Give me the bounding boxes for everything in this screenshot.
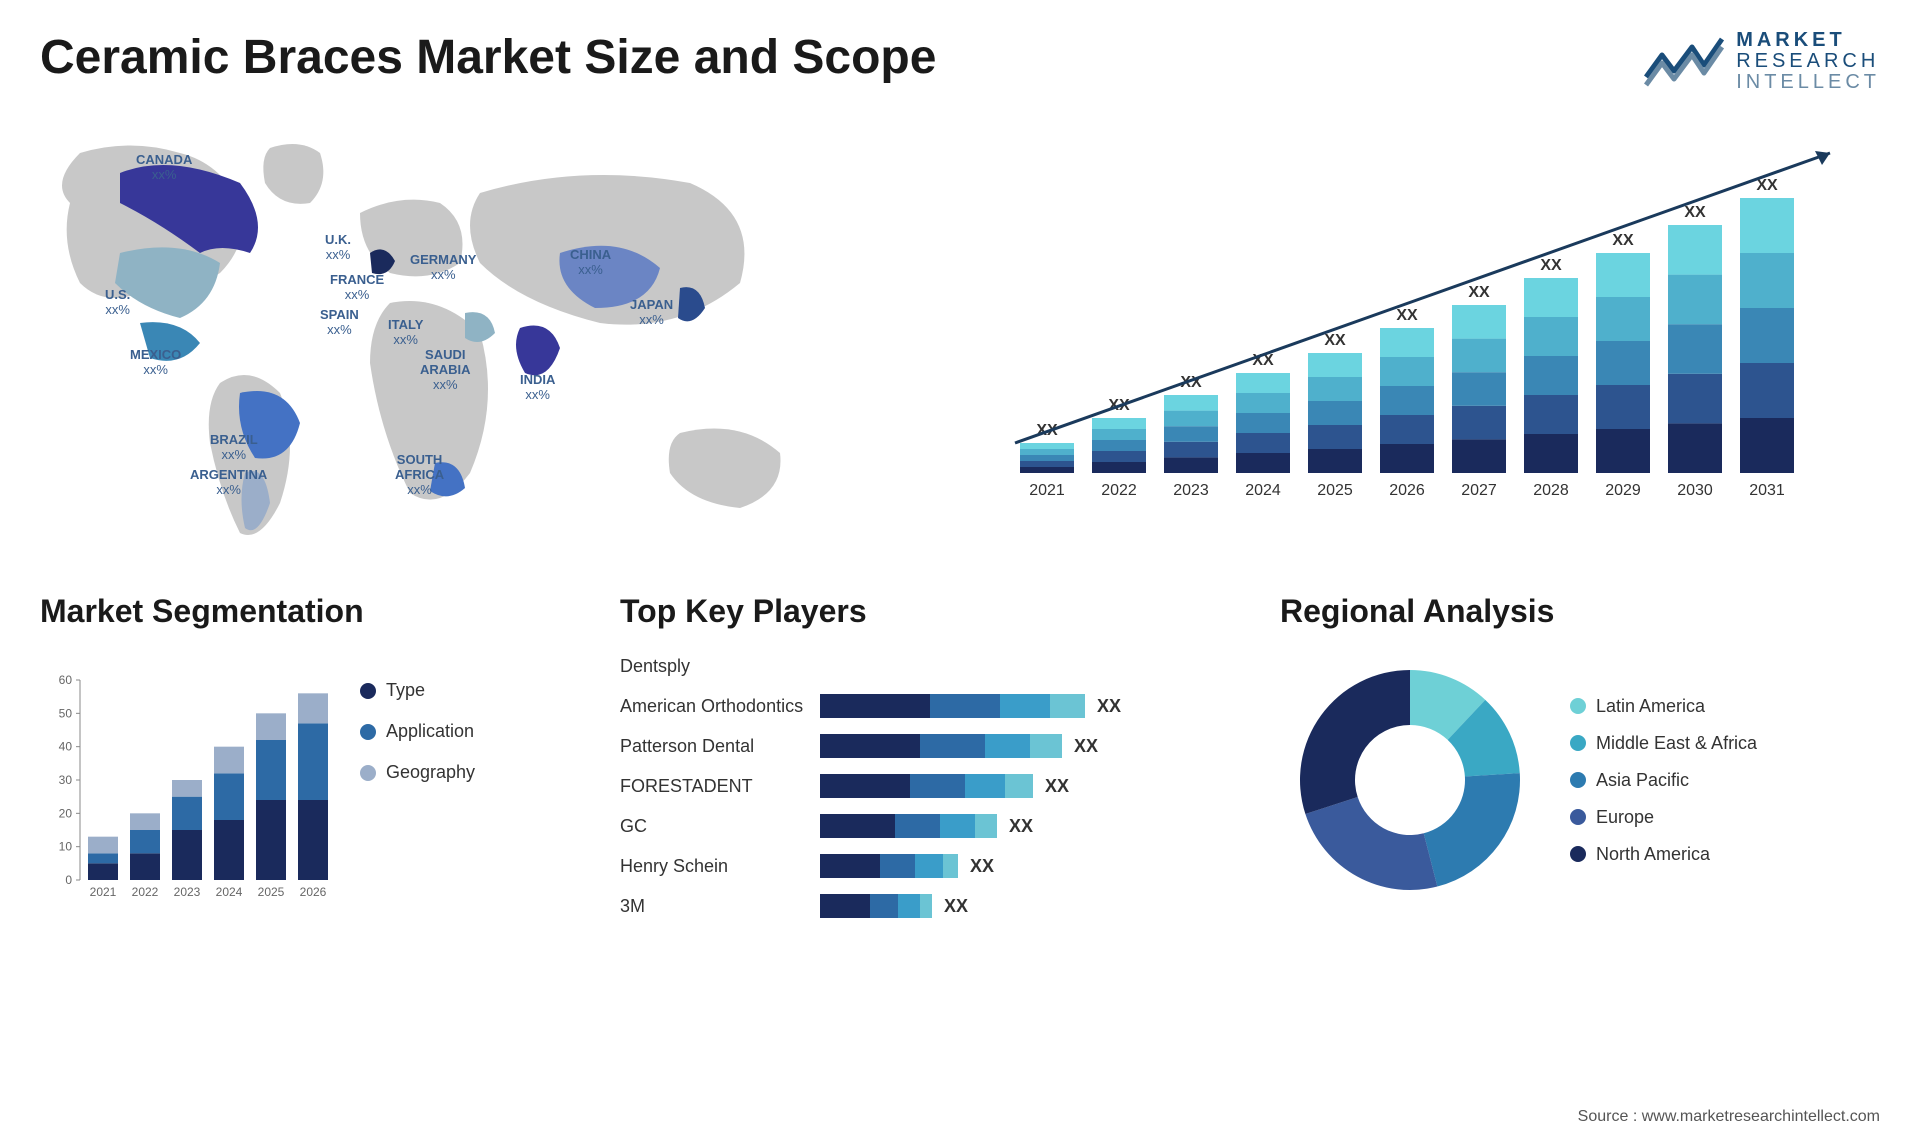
logo-line3: INTELLECT: [1736, 72, 1880, 93]
svg-text:2022: 2022: [132, 885, 159, 899]
map-label-france: FRANCExx%: [330, 273, 384, 303]
svg-text:2025: 2025: [258, 885, 285, 899]
regional-legend: Latin America Middle East & Africa Asia Pa…: [1570, 696, 1757, 865]
map-label-germany: GERMANYxx%: [410, 253, 476, 283]
map-label-india: INDIAxx%: [520, 373, 555, 403]
player-row: FORESTADENT XX: [620, 770, 1240, 802]
svg-text:XX: XX: [1324, 332, 1346, 349]
svg-text:2031: 2031: [1749, 482, 1785, 499]
map-label-brazil: BRAZILxx%: [210, 433, 258, 463]
region-legend-item: Latin America: [1570, 696, 1757, 717]
svg-text:2021: 2021: [1029, 482, 1065, 499]
player-row: Dentsply: [620, 650, 1240, 682]
seg-legend-geography: Geography: [360, 762, 475, 783]
svg-text:2026: 2026: [1389, 482, 1425, 499]
svg-text:2023: 2023: [1173, 482, 1209, 499]
svg-text:40: 40: [59, 740, 73, 754]
player-value: XX: [1074, 736, 1098, 757]
map-label-italy: ITALYxx%: [388, 318, 423, 348]
players-chart: DentsplyAmerican OrthodonticsXXPatterson…: [620, 650, 1240, 922]
player-name: American Orthodontics: [620, 696, 820, 717]
player-row: Henry Schein XX: [620, 850, 1240, 882]
seg-legend-type: Type: [360, 680, 475, 701]
map-label-southafrica: SOUTHAFRICAxx%: [395, 453, 444, 498]
region-legend-item: Middle East & Africa: [1570, 733, 1757, 754]
svg-text:20: 20: [59, 806, 73, 820]
player-value: XX: [1045, 776, 1069, 797]
map-label-canada: CANADAxx%: [136, 153, 192, 183]
main-bar-chart: XX2021XX2022XX2023XX2024XX2025XX2026XX20…: [960, 133, 1880, 513]
segmentation-title: Market Segmentation: [40, 593, 580, 630]
regional-donut: [1280, 650, 1540, 910]
svg-text:2029: 2029: [1605, 482, 1641, 499]
regional-title: Regional Analysis: [1280, 593, 1880, 630]
logo: MARKET RESEARCH INTELLECT: [1644, 30, 1880, 93]
segmentation-legend: Type Application Geography: [360, 650, 475, 910]
svg-text:2030: 2030: [1677, 482, 1713, 499]
player-row: GC XX: [620, 810, 1240, 842]
map-india: [516, 326, 560, 376]
svg-text:2027: 2027: [1461, 482, 1497, 499]
source-text: Source : www.marketresearchintellect.com: [1578, 1108, 1880, 1126]
player-name: 3M: [620, 896, 820, 917]
player-value: XX: [1097, 696, 1121, 717]
map-label-uk: U.K.xx%: [325, 233, 351, 263]
map-label-us: U.S.xx%: [105, 288, 130, 318]
svg-text:2024: 2024: [1245, 482, 1281, 499]
logo-line1: MARKET: [1736, 30, 1880, 51]
page-title: Ceramic Braces Market Size and Scope: [40, 30, 936, 85]
svg-text:XX: XX: [1684, 204, 1706, 221]
map-label-spain: SPAINxx%: [320, 308, 359, 338]
player-row: 3M XX: [620, 890, 1240, 922]
region-legend-item: Asia Pacific: [1570, 770, 1757, 791]
world-map: CANADAxx% U.S.xx% MEXICOxx% BRAZILxx% ARGENT…: [40, 133, 920, 553]
svg-text:XX: XX: [1612, 232, 1634, 249]
map-us: [115, 247, 220, 318]
players-title: Top Key Players: [620, 593, 1240, 630]
player-name: GC: [620, 816, 820, 837]
map-label-argentina: ARGENTINAxx%: [190, 468, 267, 498]
player-row: American Orthodontics XX: [620, 690, 1240, 722]
svg-text:2021: 2021: [90, 885, 117, 899]
logo-icon: [1644, 37, 1724, 87]
svg-text:30: 30: [59, 773, 73, 787]
player-name: Dentsply: [620, 656, 820, 677]
svg-text:XX: XX: [1396, 307, 1418, 324]
player-name: FORESTADENT: [620, 776, 820, 797]
map-svg: [40, 133, 920, 553]
svg-text:10: 10: [59, 840, 73, 854]
svg-text:XX: XX: [1468, 284, 1490, 301]
logo-line2: RESEARCH: [1736, 51, 1880, 72]
player-name: Patterson Dental: [620, 736, 820, 757]
svg-text:2022: 2022: [1101, 482, 1137, 499]
player-row: Patterson Dental XX: [620, 730, 1240, 762]
map-saudi: [465, 312, 495, 342]
svg-text:2024: 2024: [216, 885, 243, 899]
player-value: XX: [970, 856, 994, 877]
svg-text:XX: XX: [1540, 257, 1562, 274]
svg-text:50: 50: [59, 706, 73, 720]
map-label-japan: JAPANxx%: [630, 298, 673, 328]
region-legend-item: Europe: [1570, 807, 1757, 828]
svg-text:60: 60: [59, 673, 73, 687]
svg-text:2023: 2023: [174, 885, 201, 899]
svg-text:2025: 2025: [1317, 482, 1353, 499]
map-label-mexico: MEXICOxx%: [130, 348, 181, 378]
map-label-china: CHINAxx%: [570, 248, 611, 278]
map-label-saudiarabia: SAUDIARABIAxx%: [420, 348, 471, 393]
seg-legend-application: Application: [360, 721, 475, 742]
player-value: XX: [1009, 816, 1033, 837]
svg-text:0: 0: [65, 873, 72, 887]
svg-text:2026: 2026: [300, 885, 327, 899]
player-name: Henry Schein: [620, 856, 820, 877]
player-value: XX: [944, 896, 968, 917]
svg-text:2028: 2028: [1533, 482, 1569, 499]
region-legend-item: North America: [1570, 844, 1757, 865]
segmentation-chart: 0 10 20 30 40 50 60 2021 2022 2023 2024 2025 2026: [40, 650, 340, 910]
